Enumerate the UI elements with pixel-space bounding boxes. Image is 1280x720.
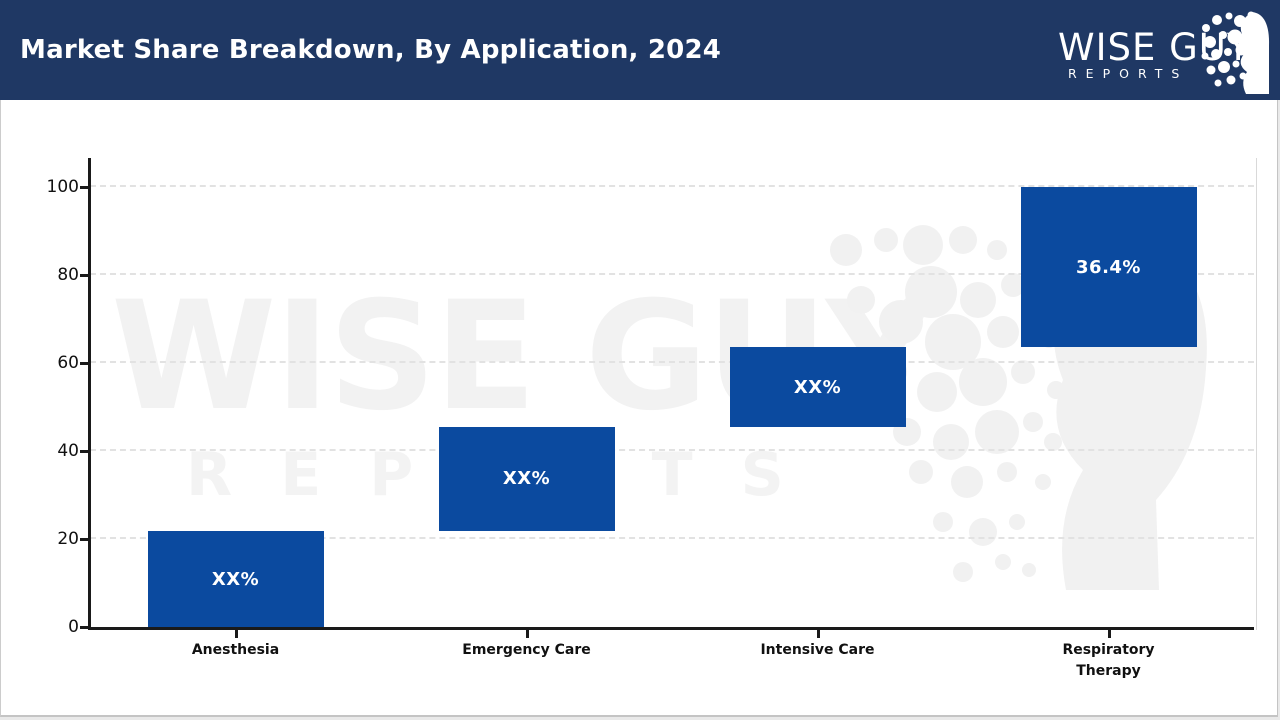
chart-area: WISE GUY REPORTS	[0, 100, 1278, 717]
x-tick-mark-0	[234, 630, 238, 638]
wiseguy-logo: WISE GUY REPORTS	[1020, 4, 1270, 96]
y-tick-mark-20	[80, 538, 88, 541]
bar-intensive-care: XX%	[729, 347, 906, 427]
logo-wordmark: WISE GUY	[1058, 26, 1251, 69]
bar-anesthesia: XX%	[147, 531, 324, 627]
bar-value-label: XX%	[502, 468, 551, 490]
x-axis-line	[88, 627, 1254, 630]
bar-respiratory-therapy: 36.4%	[1020, 187, 1197, 348]
gridline-80	[90, 273, 1254, 275]
y-tick-label-80: 80	[57, 265, 79, 285]
y-tick-mark-100	[80, 186, 88, 189]
x-category-label-3: Respiratory Therapy	[1062, 642, 1155, 679]
y-tick-label-60: 60	[57, 353, 79, 373]
logo-wordmark-sub: REPORTS	[1068, 66, 1189, 81]
bar-value-label: XX%	[793, 376, 842, 398]
y-tick-mark-40	[80, 450, 88, 453]
plot-area: XX% XX% XX% 36.4%	[90, 150, 1254, 627]
x-category-label-1: Emergency Care	[462, 642, 591, 658]
x-category-label-0: Anesthesia	[191, 642, 280, 658]
bar-value-label: 36.4%	[1076, 256, 1141, 278]
y-tick-label-40: 40	[57, 441, 79, 461]
y-axis-line	[88, 158, 91, 630]
x-tick-mark-1	[525, 630, 529, 638]
y-tick-label-0: 0	[68, 617, 79, 637]
y-tick-mark-0	[80, 626, 88, 629]
y-tick-mark-80	[80, 274, 88, 277]
bar-emergency-care: XX%	[438, 426, 615, 532]
y-tick-label-100: 100	[46, 177, 79, 197]
x-category-label-2: Intensive Care	[760, 642, 875, 658]
gridline-40	[90, 449, 1254, 451]
logo-face-icon	[1201, 11, 1270, 94]
right-spine	[1256, 158, 1257, 630]
bar-value-label: XX%	[211, 568, 260, 590]
x-tick-mark-2	[816, 630, 820, 638]
page-title: Market Share Breakdown, By Application, …	[20, 35, 722, 65]
gridline-100	[90, 185, 1254, 187]
gridline-60	[90, 361, 1254, 363]
header-banner: Market Share Breakdown, By Application, …	[0, 0, 1280, 100]
y-tick-label-20: 20	[57, 529, 79, 549]
y-tick-mark-60	[80, 362, 88, 365]
gridline-20	[90, 537, 1254, 539]
x-tick-mark-3	[1107, 630, 1111, 638]
